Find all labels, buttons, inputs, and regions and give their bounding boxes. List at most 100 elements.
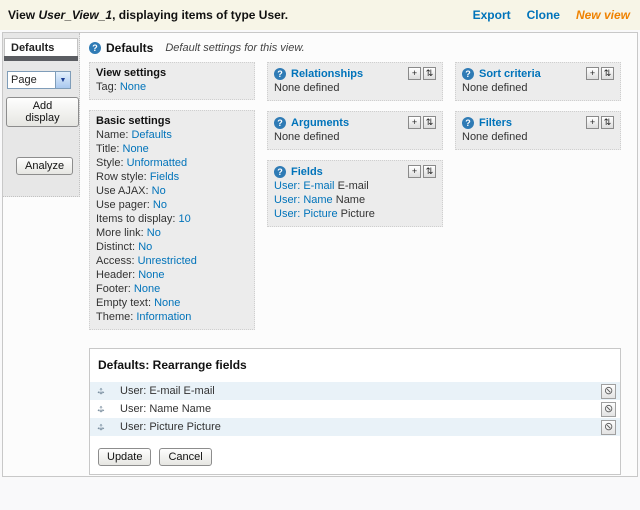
filters-header: ? Filters + ⇅ xyxy=(462,116,614,129)
field-item-name: User: Name Name xyxy=(274,193,436,207)
drag-handle-icon[interactable]: ↔ ↕ xyxy=(95,421,107,433)
fields-title-link[interactable]: Fields xyxy=(291,165,323,178)
view-settings-title: View settings xyxy=(96,67,167,79)
setting-label: Header: xyxy=(96,269,136,281)
field-suffix: Name xyxy=(335,194,366,206)
setting-value-link[interactable]: None xyxy=(138,269,165,281)
basic-settings-panel: Basic settings Name: Defaults Title: Non… xyxy=(89,110,255,330)
setting-label: Style: xyxy=(96,157,124,169)
relationships-title-link[interactable]: Relationships xyxy=(291,67,364,80)
rearrange-form-title: Defaults: Rearrange fields xyxy=(98,358,247,372)
arguments-title-link[interactable]: Arguments xyxy=(291,116,350,129)
help-icon[interactable]: ? xyxy=(89,42,101,54)
field-link[interactable]: User: Picture xyxy=(274,208,338,220)
tab-defaults[interactable]: Defaults xyxy=(4,38,78,56)
column-relationships-arguments-fields: ? Relationships + ⇅ None defined ? Argum… xyxy=(267,62,443,340)
add-field-button[interactable]: + xyxy=(408,165,421,178)
sort-criteria-panel: ? Sort criteria + ⇅ None defined xyxy=(455,62,621,101)
add-argument-button[interactable]: + xyxy=(408,116,421,129)
setting-row-theme: Theme: Information xyxy=(96,310,248,324)
fields-panel: ? Fields + ⇅ User: E-mail E-mail User: N… xyxy=(267,160,443,227)
filters-title-link[interactable]: Filters xyxy=(479,116,513,129)
setting-label: Footer: xyxy=(96,283,131,295)
setting-value-link[interactable]: No xyxy=(151,185,166,197)
setting-value-link[interactable]: Defaults xyxy=(131,129,172,141)
setting-value-link[interactable]: Fields xyxy=(149,171,180,183)
export-link[interactable]: Export xyxy=(472,8,511,22)
field-suffix: Picture xyxy=(340,208,375,220)
setting-label: More link: xyxy=(96,227,144,239)
setting-value-link[interactable]: Unrestricted xyxy=(137,255,197,267)
rearrange-sorts-button[interactable]: ⇅ xyxy=(601,67,614,80)
rearrange-filters-button[interactable]: ⇅ xyxy=(601,116,614,129)
rearrange-fields-button[interactable]: ⇅ xyxy=(423,165,436,178)
update-button[interactable]: Update xyxy=(98,448,152,466)
new-view-link[interactable]: New view xyxy=(575,8,630,22)
setting-row-title: Title: None xyxy=(96,142,248,156)
arguments-empty-text: None defined xyxy=(274,131,340,143)
select-dropdown-icon: ▼ xyxy=(55,72,70,88)
rearrange-arguments-button[interactable]: ⇅ xyxy=(423,116,436,129)
page-header: View User_View_1, displaying items of ty… xyxy=(0,0,640,30)
view-settings-header: View settings xyxy=(96,67,248,79)
drag-handle-icon[interactable]: ↔ ↕ xyxy=(95,385,107,397)
fields-header: ? Fields + ⇅ xyxy=(274,165,436,178)
views-edit-box: Defaults Page ▼ Add display Analyze ? De… xyxy=(2,32,638,477)
rearrange-relationships-button[interactable]: ⇅ xyxy=(423,67,436,80)
sort-criteria-title-link[interactable]: Sort criteria xyxy=(479,67,541,80)
setting-label: Use AJAX: xyxy=(96,185,149,197)
remove-field-button[interactable]: ⊘ xyxy=(601,419,616,435)
remove-icon: ⊘ xyxy=(603,420,614,433)
setting-label: Access: xyxy=(96,255,135,267)
basic-settings-title: Basic settings xyxy=(96,115,171,127)
remove-field-button[interactable]: ⊘ xyxy=(601,401,616,417)
help-icon[interactable]: ? xyxy=(462,67,474,80)
add-relationship-button[interactable]: + xyxy=(408,67,421,80)
setting-label: Title: xyxy=(96,143,120,155)
field-link[interactable]: User: E-mail xyxy=(274,180,335,192)
tab-underline xyxy=(4,56,78,61)
setting-row-access: Access: Unrestricted xyxy=(96,254,248,268)
display-type-select[interactable]: Page ▼ xyxy=(7,71,71,89)
setting-row-items-to-display: Items to display: 10 xyxy=(96,212,248,226)
help-icon[interactable]: ? xyxy=(462,116,474,129)
header-links: Export Clone New view xyxy=(473,8,630,22)
add-display-button[interactable]: Add display xyxy=(6,97,79,127)
setting-label: Use pager: xyxy=(96,199,150,211)
drag-handle-icon[interactable]: ↔ ↕ xyxy=(95,403,107,415)
setting-value-link[interactable]: Unformatted xyxy=(126,157,188,169)
display-type-select-value: Page xyxy=(11,74,37,86)
help-icon[interactable]: ? xyxy=(274,116,286,129)
setting-row-empty-text: Empty text: None xyxy=(96,296,248,310)
setting-value-link[interactable]: No xyxy=(146,227,161,239)
setting-value-link[interactable]: 10 xyxy=(178,213,191,225)
rearrange-row-picture: ↔ ↕ User: Picture Picture ⊘ xyxy=(90,418,620,436)
analyze-button[interactable]: Analyze xyxy=(16,157,74,175)
setting-row-use-ajax: Use AJAX: No xyxy=(96,184,248,198)
setting-value-link[interactable]: None xyxy=(122,143,149,155)
setting-label: Tag: xyxy=(96,81,117,93)
settings-columns: View settings Tag: None Basic settings N… xyxy=(89,62,629,340)
relationships-empty-text: None defined xyxy=(274,82,340,94)
clone-link[interactable]: Clone xyxy=(526,8,560,22)
setting-value-link[interactable]: No xyxy=(152,199,167,211)
setting-value-link[interactable]: None xyxy=(154,297,181,309)
remove-field-button[interactable]: ⊘ xyxy=(601,383,616,399)
cancel-button[interactable]: Cancel xyxy=(159,448,212,466)
arguments-header: ? Arguments + ⇅ xyxy=(274,116,436,129)
setting-row-more-link: More link: No xyxy=(96,226,248,240)
rearrange-row-email: ↔ ↕ User: E-mail E-mail ⊘ xyxy=(90,382,620,400)
help-icon[interactable]: ? xyxy=(274,67,286,80)
arguments-panel: ? Arguments + ⇅ None defined xyxy=(267,111,443,150)
setting-value-link[interactable]: None xyxy=(119,81,147,93)
field-link[interactable]: User: Name xyxy=(274,194,333,206)
setting-value-link[interactable]: Information xyxy=(136,311,192,323)
setting-row-use-pager: Use pager: No xyxy=(96,198,248,212)
add-filter-button[interactable]: + xyxy=(586,116,599,129)
help-icon[interactable]: ? xyxy=(274,165,286,178)
setting-value-link[interactable]: No xyxy=(138,241,153,253)
setting-value-link[interactable]: None xyxy=(133,283,161,295)
page-title-suffix: , displaying items of type User. xyxy=(112,8,289,22)
add-sort-button[interactable]: + xyxy=(586,67,599,80)
filters-empty-text: None defined xyxy=(462,131,528,143)
